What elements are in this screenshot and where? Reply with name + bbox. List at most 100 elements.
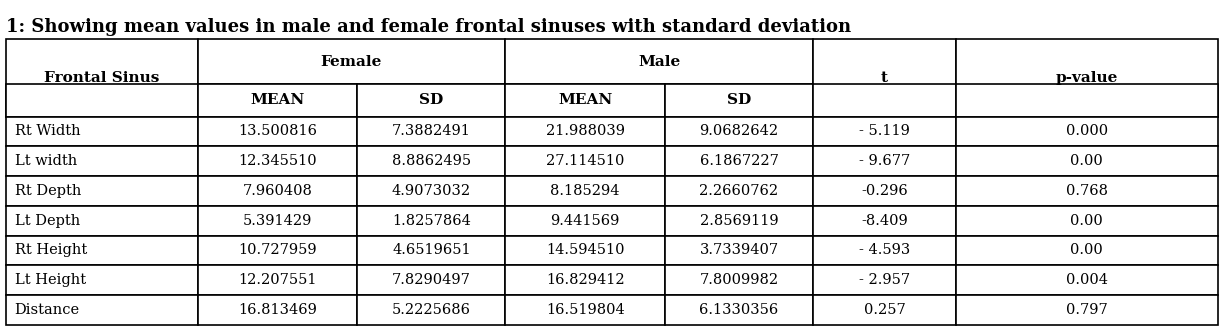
Text: - 5.119: - 5.119 — [859, 124, 910, 138]
Bar — [813, 206, 956, 236]
Bar — [6, 116, 198, 146]
Text: 10.727959: 10.727959 — [238, 243, 317, 257]
Text: 7.8290497: 7.8290497 — [392, 273, 471, 287]
Text: 4.9073032: 4.9073032 — [392, 184, 471, 198]
Bar — [665, 146, 813, 176]
Bar — [956, 116, 1218, 146]
Bar — [6, 236, 198, 265]
Bar — [505, 265, 665, 295]
Text: -0.296: -0.296 — [861, 184, 908, 198]
Text: Distance: Distance — [15, 303, 79, 317]
Bar — [505, 206, 665, 236]
Bar — [357, 206, 505, 236]
Bar — [6, 295, 198, 325]
Bar — [813, 84, 956, 116]
Bar — [956, 84, 1218, 116]
Bar — [665, 265, 813, 295]
Text: Rt Height: Rt Height — [15, 243, 87, 257]
Text: t: t — [881, 71, 888, 85]
Text: 5.391429: 5.391429 — [243, 214, 312, 228]
Text: 16.829412: 16.829412 — [545, 273, 625, 287]
Bar — [956, 146, 1218, 176]
Bar — [357, 295, 505, 325]
Text: 4.6519651: 4.6519651 — [392, 243, 471, 257]
Text: 21.988039: 21.988039 — [545, 124, 625, 138]
Bar — [665, 295, 813, 325]
Text: Rt Depth: Rt Depth — [15, 184, 81, 198]
Text: SD: SD — [420, 93, 443, 107]
Bar — [956, 295, 1218, 325]
Text: 7.8009982: 7.8009982 — [699, 273, 778, 287]
Text: 14.594510: 14.594510 — [545, 243, 625, 257]
Text: Lt Height: Lt Height — [15, 273, 85, 287]
Text: 0.257: 0.257 — [864, 303, 905, 317]
Bar — [198, 295, 357, 325]
Bar — [198, 116, 357, 146]
Bar — [357, 265, 505, 295]
Bar — [956, 206, 1218, 236]
Bar — [6, 84, 198, 116]
Text: 1.8257864: 1.8257864 — [392, 214, 471, 228]
Bar — [813, 295, 956, 325]
Text: 12.207551: 12.207551 — [238, 273, 317, 287]
Text: 16.813469: 16.813469 — [238, 303, 317, 317]
Text: MEAN: MEAN — [250, 93, 305, 107]
Bar — [956, 39, 1218, 116]
Text: - 4.593: - 4.593 — [859, 243, 910, 257]
Bar — [357, 116, 505, 146]
Bar — [198, 206, 357, 236]
Text: 0.00: 0.00 — [1070, 154, 1103, 168]
Text: 9.441569: 9.441569 — [550, 214, 620, 228]
Text: 0.00: 0.00 — [1070, 243, 1103, 257]
Text: 6.1330356: 6.1330356 — [699, 303, 778, 317]
Text: 8.8862495: 8.8862495 — [392, 154, 471, 168]
Bar — [505, 39, 813, 84]
Bar — [505, 295, 665, 325]
Bar — [6, 265, 198, 295]
Text: MEAN: MEAN — [558, 93, 612, 107]
Bar — [665, 116, 813, 146]
Text: 0.797: 0.797 — [1066, 303, 1108, 317]
Text: 16.519804: 16.519804 — [545, 303, 625, 317]
Text: Lt Depth: Lt Depth — [15, 214, 79, 228]
Bar — [813, 176, 956, 206]
Text: 8.185294: 8.185294 — [550, 184, 620, 198]
Bar — [6, 39, 198, 116]
Text: 7.3882491: 7.3882491 — [392, 124, 471, 138]
Bar — [505, 116, 665, 146]
Bar — [357, 176, 505, 206]
Bar — [198, 84, 357, 116]
Bar — [198, 176, 357, 206]
Bar — [505, 146, 665, 176]
Bar — [357, 236, 505, 265]
Text: 0.000: 0.000 — [1065, 124, 1108, 138]
Text: - 2.957: - 2.957 — [859, 273, 910, 287]
Bar — [505, 236, 665, 265]
Bar — [505, 176, 665, 206]
Text: Rt Width: Rt Width — [15, 124, 81, 138]
Text: SD: SD — [727, 93, 752, 107]
Bar — [198, 146, 357, 176]
Text: 1: Showing mean values in male and female frontal sinuses with standard deviatio: 1: Showing mean values in male and femal… — [6, 18, 852, 36]
Bar — [956, 176, 1218, 206]
Text: 0.004: 0.004 — [1066, 273, 1108, 287]
Bar — [665, 176, 813, 206]
Text: p-value: p-value — [1055, 71, 1118, 85]
Text: 0.768: 0.768 — [1066, 184, 1108, 198]
Text: Female: Female — [321, 54, 382, 69]
Text: 5.2225686: 5.2225686 — [392, 303, 471, 317]
Bar — [6, 146, 198, 176]
Text: 6.1867227: 6.1867227 — [699, 154, 778, 168]
Bar — [813, 236, 956, 265]
Text: Frontal Sinus: Frontal Sinus — [44, 71, 160, 85]
Bar — [813, 265, 956, 295]
Bar — [665, 84, 813, 116]
Text: -8.409: -8.409 — [861, 214, 908, 228]
Bar — [6, 206, 198, 236]
Bar — [357, 146, 505, 176]
Text: 0.00: 0.00 — [1070, 214, 1103, 228]
Text: 9.0682642: 9.0682642 — [699, 124, 778, 138]
Text: 2.8569119: 2.8569119 — [700, 214, 778, 228]
Bar — [198, 265, 357, 295]
Text: Lt width: Lt width — [15, 154, 77, 168]
